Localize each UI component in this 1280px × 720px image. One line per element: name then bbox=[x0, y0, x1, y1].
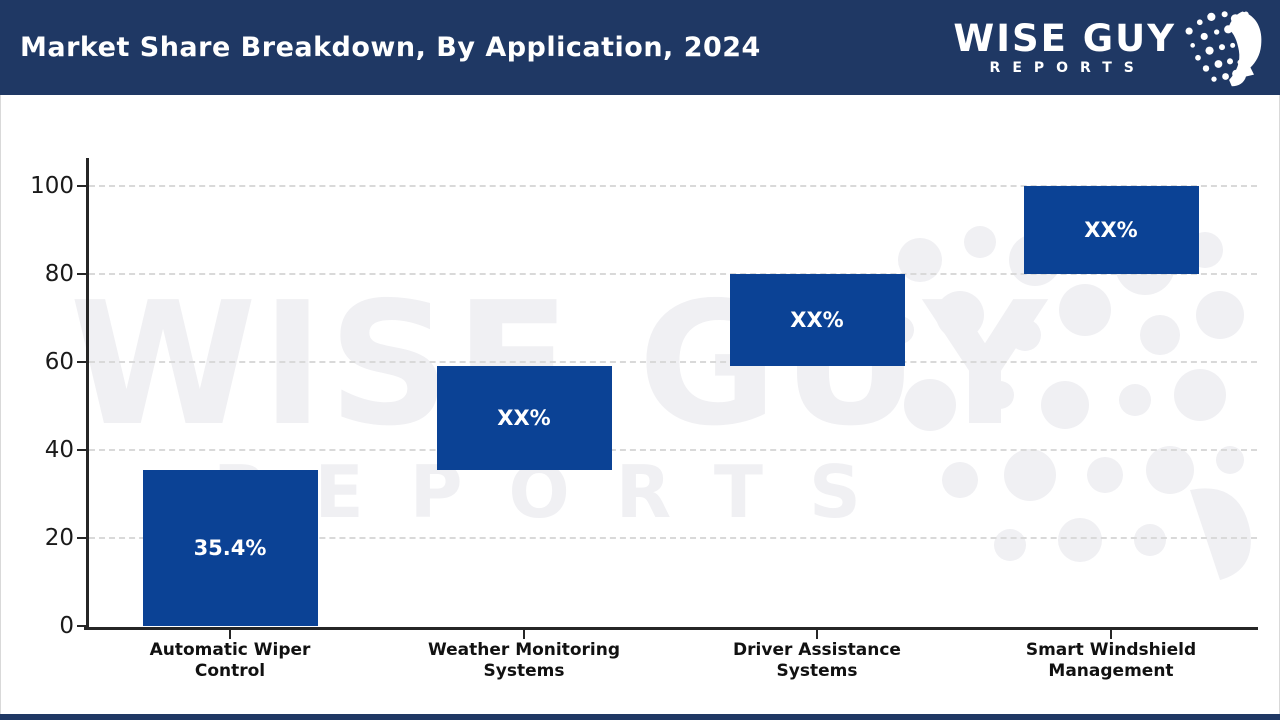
xtick-mark-1 bbox=[229, 630, 231, 639]
bar-4: XX% bbox=[1023, 186, 1199, 274]
bar-3: XX% bbox=[729, 274, 905, 367]
category-label-4: Smart Windshield Management bbox=[971, 640, 1251, 682]
gridline-80 bbox=[89, 273, 1257, 275]
bar-value-label: 35.4% bbox=[193, 536, 267, 561]
category-label-line: Weather Monitoring bbox=[427, 640, 621, 660]
brand-face-icon bbox=[1185, 11, 1262, 87]
bar-value-label: XX% bbox=[790, 308, 844, 333]
category-label-line: Systems bbox=[776, 661, 858, 681]
category-label-line: Control bbox=[194, 661, 266, 681]
ytick-label-100: 100 bbox=[30, 173, 74, 199]
gridline-60 bbox=[89, 361, 1257, 363]
header-banner: Market Share Breakdown, By Application, … bbox=[0, 0, 1280, 95]
category-label-line: Management bbox=[1048, 661, 1174, 681]
ytick-mark-0 bbox=[77, 625, 86, 627]
category-label-line: Systems bbox=[483, 661, 565, 681]
footer-bar bbox=[0, 714, 1280, 720]
gridline-40 bbox=[89, 449, 1257, 451]
gridline-20 bbox=[89, 537, 1257, 539]
ytick-label-60: 60 bbox=[44, 349, 74, 375]
xtick-mark-3 bbox=[816, 630, 818, 639]
brand-subtitle: REPORTS bbox=[989, 60, 1146, 76]
bar-value-label: XX% bbox=[497, 406, 551, 431]
brand-logo: WISE GUY REPORTS bbox=[953, 8, 1264, 88]
y-axis-line bbox=[86, 158, 89, 630]
bar-1: 35.4% bbox=[142, 470, 318, 626]
bar-value-label: XX% bbox=[1084, 218, 1138, 242]
brand-logo-text: WISE GUY REPORTS bbox=[953, 20, 1176, 76]
category-label-line: Smart Windshield bbox=[1025, 640, 1197, 660]
ytick-mark-100 bbox=[77, 185, 86, 187]
category-label-2: Weather Monitoring Systems bbox=[384, 640, 664, 682]
xtick-mark-2 bbox=[523, 630, 525, 639]
ytick-mark-40 bbox=[77, 449, 86, 451]
chart-title: Market Share Breakdown, By Application, … bbox=[20, 32, 761, 63]
category-label-line: Automatic Wiper bbox=[149, 640, 311, 660]
ytick-label-0: 0 bbox=[59, 613, 74, 639]
xtick-mark-4 bbox=[1110, 630, 1112, 639]
ytick-mark-60 bbox=[77, 361, 86, 363]
gridline-100 bbox=[89, 185, 1257, 187]
ytick-mark-20 bbox=[77, 537, 86, 539]
ytick-mark-80 bbox=[77, 273, 86, 275]
ytick-label-40: 40 bbox=[44, 437, 74, 463]
ytick-label-80: 80 bbox=[44, 261, 74, 287]
ytick-label-20: 20 bbox=[44, 525, 74, 551]
category-label-line: Driver Assistance bbox=[733, 640, 901, 660]
bar-2: XX% bbox=[436, 366, 612, 471]
category-label-1: Automatic Wiper Control bbox=[90, 640, 370, 682]
x-axis-line bbox=[84, 627, 1258, 630]
brand-name: WISE GUY bbox=[953, 17, 1176, 60]
category-label-3: Driver Assistance Systems bbox=[677, 640, 957, 682]
